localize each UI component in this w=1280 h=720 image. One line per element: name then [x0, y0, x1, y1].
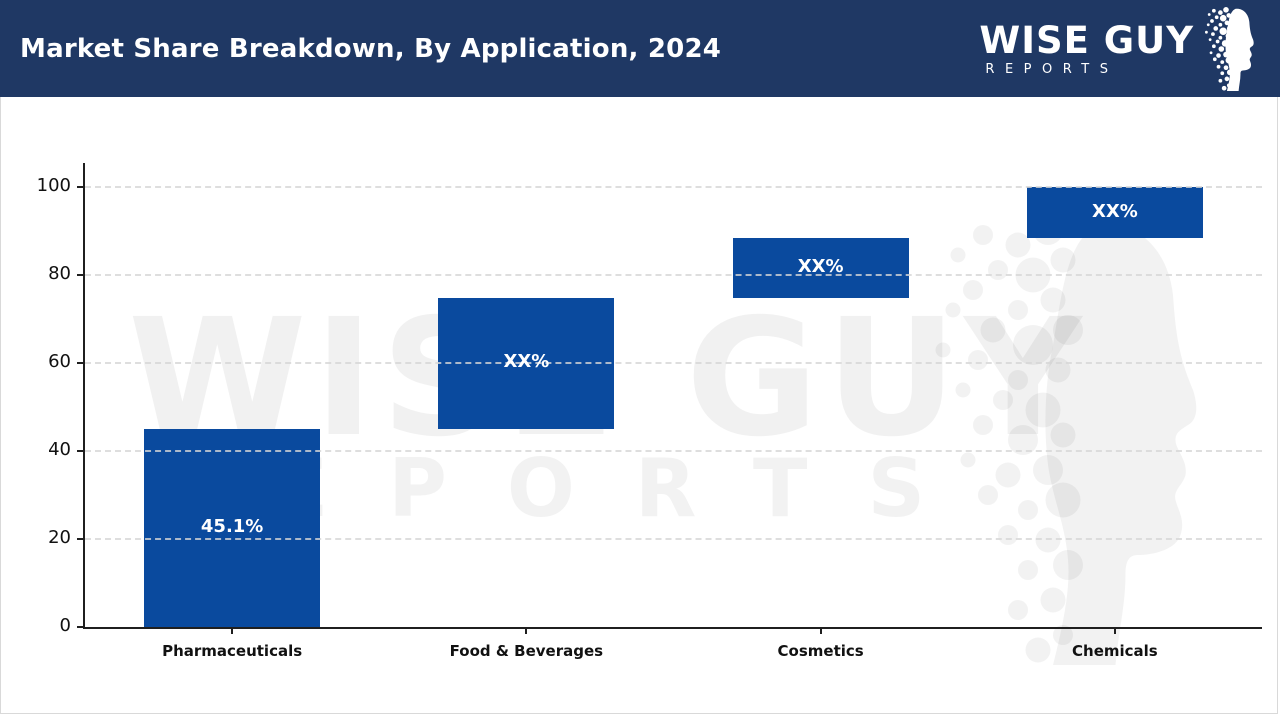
x-tick: [525, 628, 528, 634]
brand-name: WISE GUY: [979, 18, 1194, 62]
wise-guy-face-icon: [1205, 6, 1254, 91]
x-tick: [231, 628, 234, 634]
bar-pharmaceuticals: [144, 428, 321, 627]
gridline-80: [85, 274, 1262, 276]
brand-logo: WISE GUY REPORTS: [979, 6, 1254, 91]
bar-value-label: XX%: [503, 351, 550, 373]
y-tick: [77, 186, 85, 188]
page-title: Market Share Breakdown, By Application, …: [20, 33, 722, 64]
bar-value-label: XX%: [797, 255, 844, 277]
y-axis-tick-label: 100: [36, 175, 71, 196]
header-bar: Market Share Breakdown, By Application, …: [0, 0, 1280, 97]
x-axis-category-label: Chemicals: [1072, 642, 1158, 660]
y-tick: [77, 538, 85, 540]
gridline-40: [85, 450, 1262, 452]
x-tick: [819, 628, 822, 634]
bar-cosmetics: [732, 238, 909, 298]
gridline-60: [85, 362, 1262, 364]
y-axis-tick-label: 20: [48, 527, 71, 548]
x-axis-category-label: Food & Beverages: [449, 642, 604, 660]
brand-text: WISE GUY REPORTS: [979, 22, 1194, 76]
y-tick: [77, 450, 85, 452]
y-axis-tick-label: 0: [59, 615, 71, 636]
y-axis-line: [83, 163, 85, 629]
gridline-100: [85, 186, 1262, 188]
bar-value-label: 45.1%: [200, 515, 264, 537]
bar-value-label: XX%: [1091, 200, 1138, 222]
y-tick: [77, 362, 85, 364]
x-axis-line: [83, 627, 1262, 629]
gridline-20: [85, 538, 1262, 540]
x-axis-category-label: Pharmaceuticals: [162, 642, 303, 660]
y-axis-tick-label: 40: [48, 439, 71, 460]
plot: 45.1% Pharmaceuticals XX% Food & Beverages X…: [0, 97, 1280, 720]
card-border: [0, 97, 1278, 714]
y-axis-tick-label: 80: [48, 263, 71, 284]
x-axis-category-label: Cosmetics: [777, 642, 864, 660]
y-axis-tick-label: 60: [48, 351, 71, 372]
brand-subname: REPORTS: [985, 61, 1119, 77]
y-tick: [77, 274, 85, 276]
y-tick: [77, 626, 85, 628]
